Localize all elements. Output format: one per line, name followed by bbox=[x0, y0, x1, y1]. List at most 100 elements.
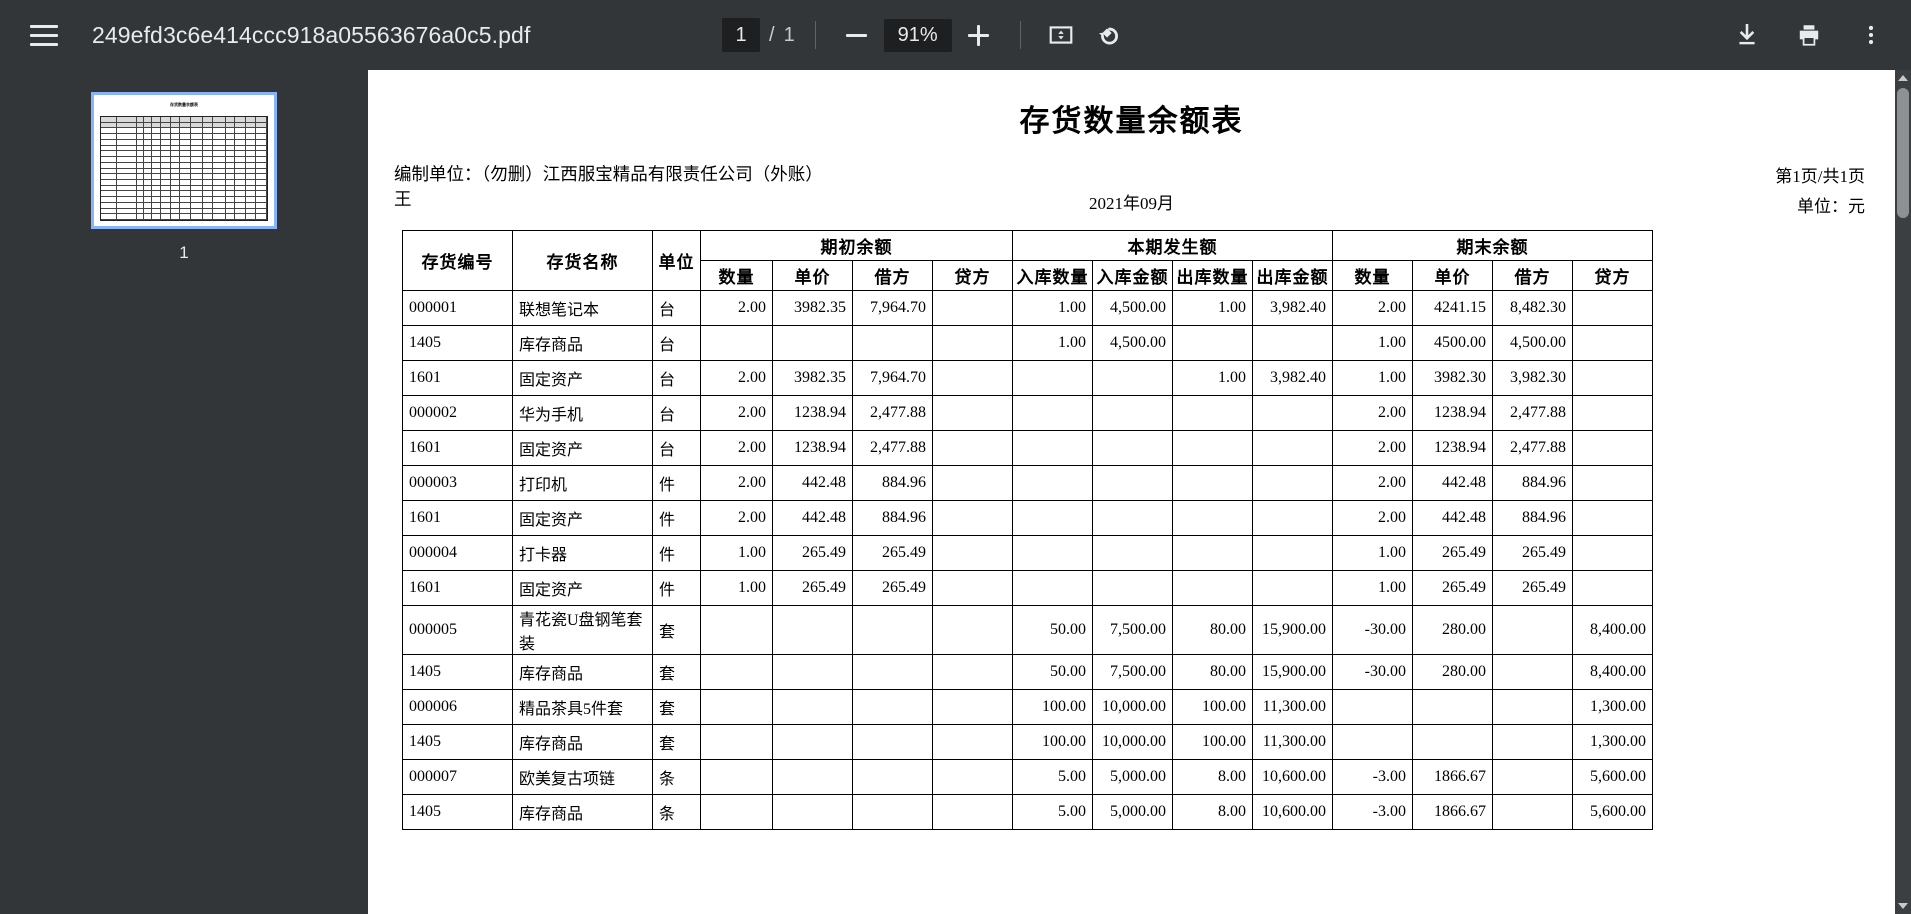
pdf-page-1: 存货数量余额表 编制单位：（勿删）江西服宝精品有限责任公司（外账）王 2021年… bbox=[368, 70, 1895, 914]
thumbnail-title: 存货数量余额表 bbox=[170, 102, 198, 107]
cell-open-price: 265.49 bbox=[772, 535, 853, 571]
table-group-header: 期初余额 bbox=[700, 230, 1013, 261]
cell-open-debit bbox=[852, 724, 933, 760]
table-row: 1601 固定资产台 2.00 1238.94 2,477.88 2.00 1238.94 2… bbox=[402, 430, 1653, 466]
cell-unit: 件 bbox=[652, 500, 701, 536]
cell-in-amt: 10,000.00 bbox=[1092, 689, 1173, 725]
cell-end-debit: 884.96 bbox=[1492, 500, 1573, 536]
cell-in-qty bbox=[1012, 500, 1093, 536]
more-vertical-icon[interactable] bbox=[1851, 15, 1891, 55]
cell-open-price bbox=[772, 724, 853, 760]
page-thumbnail-1[interactable]: 存货数量余额表 bbox=[91, 92, 277, 229]
hamburger-menu-icon[interactable] bbox=[18, 9, 70, 61]
cell-open-qty: 2.00 bbox=[700, 290, 773, 326]
cell-inventory-name: 库存商品 bbox=[512, 794, 653, 830]
cell-out-amt bbox=[1252, 465, 1333, 501]
thumbnail-sidebar: 存货数量余额表 1 bbox=[0, 70, 368, 914]
total-page-count: 1 bbox=[783, 23, 795, 46]
table-group-header: 本期发生额 bbox=[1012, 230, 1333, 261]
cell-end-debit: 265.49 bbox=[1492, 535, 1573, 571]
cell-end-price: 265.49 bbox=[1412, 570, 1493, 606]
download-icon[interactable] bbox=[1727, 15, 1767, 55]
cell-in-amt: 4,500.00 bbox=[1092, 290, 1173, 326]
cell-in-qty: 1.00 bbox=[1012, 325, 1093, 361]
cell-end-credit bbox=[1572, 290, 1653, 326]
cell-end-qty: 1.00 bbox=[1332, 360, 1413, 396]
plus-icon[interactable] bbox=[958, 14, 1000, 56]
page-number-input[interactable] bbox=[722, 18, 760, 52]
cell-unit: 件 bbox=[652, 535, 701, 571]
cell-inventory-name: 打卡器 bbox=[512, 535, 653, 571]
cell-open-qty: 2.00 bbox=[700, 465, 773, 501]
table-sub-header: 贷方 bbox=[932, 260, 1013, 291]
cell-out-amt bbox=[1252, 570, 1333, 606]
table-row: 000007 欧美复古项链条 5.00 5,000.00 8.00 10,600.00 -3… bbox=[402, 759, 1653, 795]
cell-open-qty bbox=[700, 759, 773, 795]
scroll-down-arrow[interactable] bbox=[1895, 898, 1911, 914]
cell-in-amt bbox=[1092, 500, 1173, 536]
vertical-scrollbar[interactable] bbox=[1895, 70, 1911, 914]
cell-open-credit bbox=[932, 430, 1013, 466]
zoom-level-value[interactable]: 91% bbox=[883, 18, 952, 52]
table-row: 000001 联想笔记本台 2.00 3982.35 7,964.70 1.00 4,500… bbox=[402, 290, 1653, 326]
cell-end-price: 442.48 bbox=[1412, 465, 1493, 501]
cell-in-amt bbox=[1092, 395, 1173, 431]
cell-inventory-code: 1601 bbox=[402, 430, 513, 466]
cell-end-credit bbox=[1572, 465, 1653, 501]
cell-end-qty: -3.00 bbox=[1332, 794, 1413, 830]
cell-inventory-code: 000006 bbox=[402, 689, 513, 725]
minus-icon[interactable] bbox=[836, 14, 878, 56]
cell-open-qty bbox=[700, 794, 773, 830]
toolbar-divider-1 bbox=[814, 21, 816, 49]
cell-open-credit bbox=[932, 465, 1013, 501]
cell-open-debit: 2,477.88 bbox=[852, 395, 933, 431]
cell-inventory-name: 联想笔记本 bbox=[512, 290, 653, 326]
scrollbar-thumb[interactable] bbox=[1897, 88, 1909, 218]
cell-open-credit bbox=[932, 759, 1013, 795]
pdf-viewer-area[interactable]: 存货数量余额表 编制单位：（勿删）江西服宝精品有限责任公司（外账）王 2021年… bbox=[368, 70, 1911, 914]
cell-open-debit: 7,964.70 bbox=[852, 290, 933, 326]
cell-in-amt: 4,500.00 bbox=[1092, 325, 1173, 361]
cell-end-debit bbox=[1492, 689, 1573, 725]
cell-open-credit bbox=[932, 570, 1013, 606]
cell-end-debit: 2,477.88 bbox=[1492, 395, 1573, 431]
table-sub-header: 数量 bbox=[1332, 260, 1413, 291]
cell-end-qty: 1.00 bbox=[1332, 535, 1413, 571]
cell-open-debit: 884.96 bbox=[852, 500, 933, 536]
cell-open-price: 1238.94 bbox=[772, 395, 853, 431]
fit-to-page-icon[interactable] bbox=[1041, 15, 1081, 55]
cell-inventory-name: 青花瓷U盘钢笔套装 bbox=[512, 605, 653, 655]
scroll-up-arrow[interactable] bbox=[1895, 70, 1911, 86]
cell-inventory-name: 精品茶具5件套 bbox=[512, 689, 653, 725]
cell-end-debit: 4,500.00 bbox=[1492, 325, 1573, 361]
report-meta: 编制单位：（勿删）江西服宝精品有限责任公司（外账）王 2021年09月 第1页/… bbox=[394, 162, 1869, 224]
cell-out-amt: 11,300.00 bbox=[1252, 724, 1333, 760]
rotate-counterclockwise-icon[interactable] bbox=[1089, 15, 1129, 55]
table-group-header: 单位 bbox=[652, 230, 701, 291]
thumbnail-item[interactable]: 存货数量余额表 1 bbox=[91, 92, 277, 263]
cell-inventory-name: 库存商品 bbox=[512, 654, 653, 690]
print-icon[interactable] bbox=[1789, 15, 1829, 55]
cell-in-qty: 100.00 bbox=[1012, 689, 1093, 725]
cell-open-qty: 1.00 bbox=[700, 535, 773, 571]
cell-open-debit: 2,477.88 bbox=[852, 430, 933, 466]
cell-open-price: 1238.94 bbox=[772, 430, 853, 466]
report-period: 2021年09月 bbox=[1089, 194, 1174, 213]
page-separator: / bbox=[769, 23, 775, 46]
cell-open-qty bbox=[700, 689, 773, 725]
cell-in-qty bbox=[1012, 360, 1093, 396]
table-row: 1601 固定资产件 1.00 265.49 265.49 1.00 265.49 265.4… bbox=[402, 570, 1653, 606]
cell-end-debit bbox=[1492, 724, 1573, 760]
document-file-name: 249efd3c6e414ccc918a05563676a0c5.pdf bbox=[92, 21, 531, 48]
cell-end-credit: 5,600.00 bbox=[1572, 794, 1653, 830]
cell-out-amt: 10,600.00 bbox=[1252, 794, 1333, 830]
cell-open-price bbox=[772, 654, 853, 690]
cell-end-credit: 1,300.00 bbox=[1572, 724, 1653, 760]
prepared-by-value: （勿删）江西服宝精品有限责任公司（外账）王 bbox=[394, 164, 814, 210]
cell-end-price: 1238.94 bbox=[1412, 430, 1493, 466]
cell-end-price bbox=[1412, 689, 1493, 725]
cell-in-qty: 50.00 bbox=[1012, 605, 1093, 655]
cell-open-credit bbox=[932, 290, 1013, 326]
cell-open-price bbox=[772, 605, 853, 655]
cell-in-amt: 10,000.00 bbox=[1092, 724, 1173, 760]
